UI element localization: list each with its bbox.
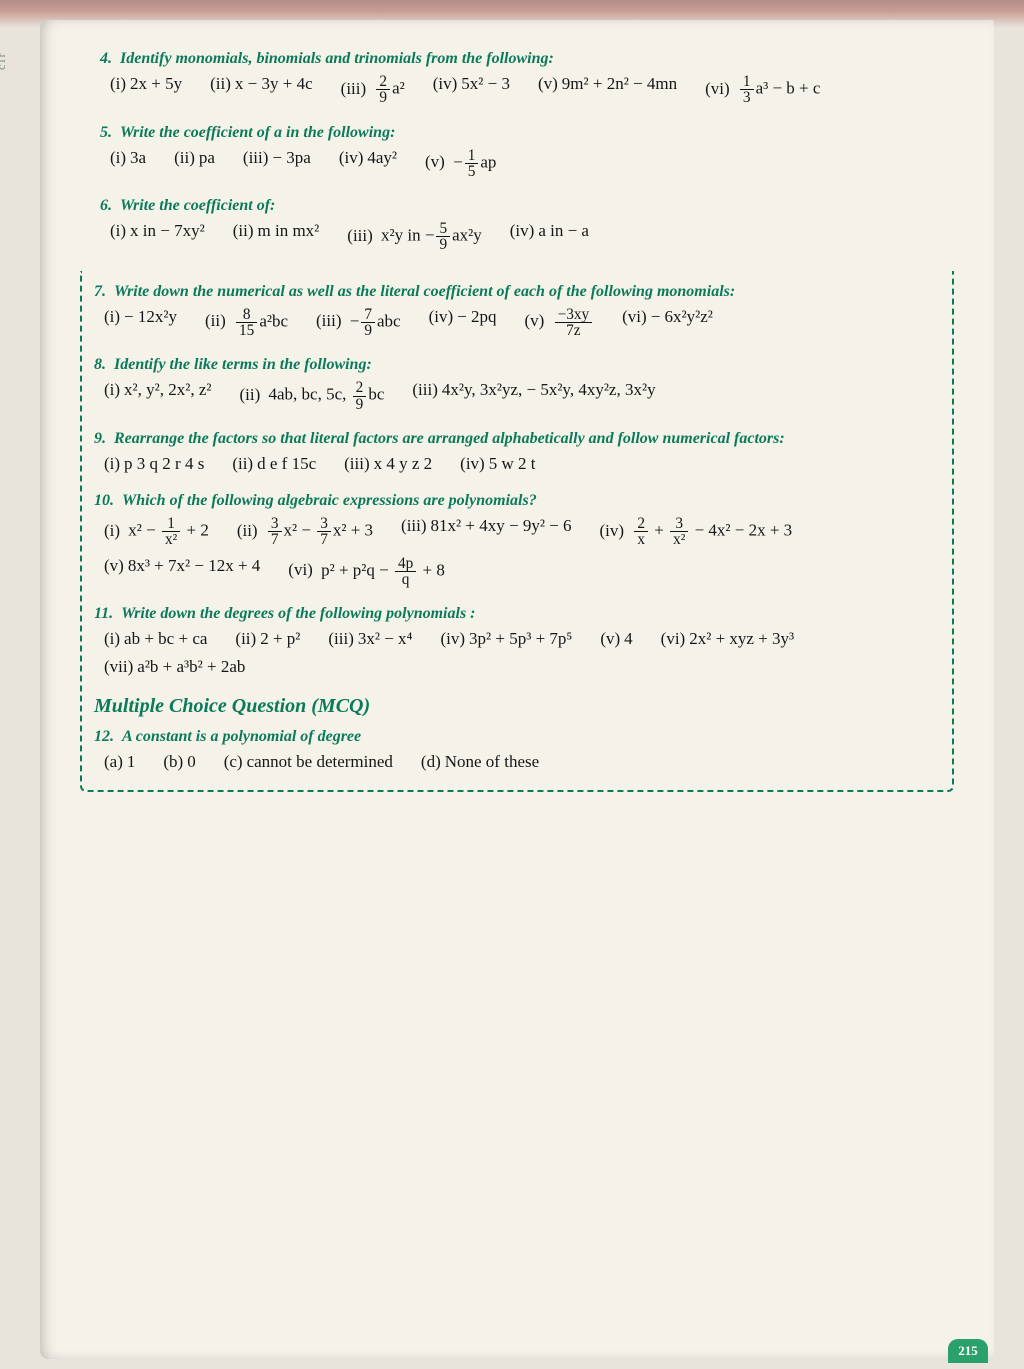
q4-i: (i)2x + 5y bbox=[110, 74, 182, 106]
q12-a: (a)1 bbox=[104, 752, 135, 772]
q7-iii: (iii) −79abc bbox=[316, 307, 401, 339]
q12-c: (c)cannot be determined bbox=[224, 752, 393, 772]
q10-text: Which of the following algebraic express… bbox=[122, 492, 537, 509]
q10-v: (v)8x³ + 7x² − 12x + 4 bbox=[104, 556, 260, 588]
q9-iv: (iv)5 w 2 t bbox=[460, 454, 535, 474]
q11-iii: (iii)3x² − x⁴ bbox=[328, 629, 412, 649]
question-11: 11. Write down the degrees of the follow… bbox=[94, 605, 940, 677]
question-7: 7. Write down the numerical as well as t… bbox=[94, 283, 940, 339]
q10-i: (i) x² − 1x² + 2 bbox=[104, 516, 209, 548]
q12-text: A constant is a polynomial of degree bbox=[122, 728, 361, 745]
q8-iii: (iii)4x²y, 3x²yz, − 5x²y, 4xy²z, 3x²y bbox=[412, 380, 655, 412]
q7-ii: (ii) 815a²bc bbox=[205, 307, 288, 339]
q10-ii: (ii) 37x² − 37x² + 3 bbox=[237, 516, 373, 548]
q11-v: (v)4 bbox=[600, 629, 632, 649]
question-8: 8. Identify the like terms in the follow… bbox=[94, 356, 940, 412]
q10-num: 10. bbox=[94, 492, 114, 509]
q7-options: (i)− 12x²y (ii) 815a²bc (iii) −79abc (iv… bbox=[94, 307, 940, 339]
q11-i: (i)ab + bc + ca bbox=[104, 629, 207, 649]
q12-d: (d)None of these bbox=[421, 752, 539, 772]
q11-ii: (ii)2 + p² bbox=[235, 629, 300, 649]
q12-num: 12. bbox=[94, 728, 114, 745]
q6-num: 6. bbox=[100, 197, 112, 214]
q6-ii: (ii)m in mx² bbox=[233, 221, 320, 253]
q10-options: (i) x² − 1x² + 2 (ii) 37x² − 37x² + 3 (i… bbox=[94, 516, 940, 587]
q5-num: 5. bbox=[100, 124, 112, 141]
q11-iv: (iv)3p² + 5p³ + 7p⁵ bbox=[441, 629, 573, 649]
question-9: 9. Rearrange the factors so that literal… bbox=[94, 430, 940, 474]
q4-iii: (iii) 29a² bbox=[341, 74, 405, 106]
q9-text: Rearrange the factors so that literal fa… bbox=[114, 430, 785, 447]
q8-ii: (ii) 4ab, bc, 5c, 29bc bbox=[239, 380, 384, 412]
dashed-exercise-block: 7. Write down the numerical as well as t… bbox=[80, 271, 954, 792]
q6-options: (i)x in − 7xy² (ii)m in mx² (iii) x²y in… bbox=[100, 221, 944, 253]
q7-v: (v) −3xy7z bbox=[524, 307, 594, 339]
q8-text: Identify the like terms in the following… bbox=[114, 356, 372, 373]
page-number-badge: 215 bbox=[948, 1339, 988, 1363]
textbook-page: 4. Identify monomials, binomials and tri… bbox=[40, 20, 994, 1359]
q4-ii: (ii)x − 3y + 4c bbox=[210, 74, 313, 106]
q8-options: (i)x², y², 2x², z² (ii) 4ab, bc, 5c, 29b… bbox=[94, 380, 940, 412]
q11-text: Write down the degrees of the following … bbox=[121, 605, 475, 622]
q4-v: (v)9m² + 2n² − 4mn bbox=[538, 74, 677, 106]
q7-num: 7. bbox=[94, 283, 106, 300]
q9-i: (i)p 3 q 2 r 4 s bbox=[104, 454, 204, 474]
q6-i: (i)x in − 7xy² bbox=[110, 221, 205, 253]
q11-options: (i)ab + bc + ca (ii)2 + p² (iii)3x² − x⁴… bbox=[94, 629, 940, 677]
question-12: 12. A constant is a polynomial of degree… bbox=[94, 728, 940, 772]
q9-options: (i)p 3 q 2 r 4 s (ii)d e f 15c (iii)x 4 … bbox=[94, 454, 940, 474]
q6-iv: (iv)a in − a bbox=[510, 221, 589, 253]
q10-iii: (iii)81x² + 4xy − 9y² − 6 bbox=[401, 516, 571, 548]
q11-vii: (vii)a²b + a³b² + 2ab bbox=[104, 657, 245, 677]
q7-iv: (iv)− 2pq bbox=[429, 307, 497, 339]
margin-cut-text: cir bbox=[0, 51, 9, 70]
q9-ii: (ii)d e f 15c bbox=[232, 454, 316, 474]
q4-iv: (iv)5x² − 3 bbox=[433, 74, 510, 106]
q8-num: 8. bbox=[94, 356, 106, 373]
q9-iii: (iii)x 4 y z 2 bbox=[344, 454, 432, 474]
q7-vi: (vi)− 6x²y²z² bbox=[622, 307, 713, 339]
q6-text: Write the coefficient of: bbox=[120, 197, 275, 214]
q4-num: 4. bbox=[100, 50, 112, 67]
q7-text: Write down the numerical as well as the … bbox=[114, 283, 735, 300]
question-5: 5. Write the coefficient of a in the fol… bbox=[100, 124, 944, 180]
q10-iv: (iv) 2x + 3x² − 4x² − 2x + 3 bbox=[600, 516, 793, 548]
q10-vi: (vi) p² + p²q − 4pq + 8 bbox=[288, 556, 445, 588]
q4-text: Identify monomials, binomials and trinom… bbox=[120, 50, 554, 67]
q5-iv: (iv)4ay² bbox=[339, 148, 397, 180]
q5-v: (v) −15ap bbox=[425, 148, 496, 180]
mcq-heading: Multiple Choice Question (MCQ) bbox=[94, 695, 940, 718]
q6-iii: (iii) x²y in −59ax²y bbox=[347, 221, 481, 253]
q5-text: Write the coefficient of a in the follow… bbox=[120, 124, 395, 141]
q5-i: (i)3a bbox=[110, 148, 146, 180]
q11-num: 11. bbox=[94, 605, 113, 622]
q4-options: (i)2x + 5y (ii)x − 3y + 4c (iii) 29a² (i… bbox=[100, 74, 944, 106]
q11-vi: (vi)2x² + xyz + 3y³ bbox=[661, 629, 794, 649]
q5-iii: (iii)− 3pa bbox=[243, 148, 311, 180]
question-6: 6. Write the coefficient of: (i)x in − 7… bbox=[100, 197, 944, 253]
q9-num: 9. bbox=[94, 430, 106, 447]
q7-i: (i)− 12x²y bbox=[104, 307, 177, 339]
q5-ii: (ii)pa bbox=[174, 148, 215, 180]
q12-b: (b)0 bbox=[163, 752, 195, 772]
q12-options: (a)1 (b)0 (c)cannot be determined (d)Non… bbox=[94, 752, 940, 772]
q8-i: (i)x², y², 2x², z² bbox=[104, 380, 211, 412]
q4-vi: (vi) 13a³ − b + c bbox=[705, 74, 820, 106]
q5-options: (i)3a (ii)pa (iii)− 3pa (iv)4ay² (v) −15… bbox=[100, 148, 944, 180]
question-10: 10. Which of the following algebraic exp… bbox=[94, 492, 940, 587]
question-4: 4. Identify monomials, binomials and tri… bbox=[100, 50, 944, 106]
